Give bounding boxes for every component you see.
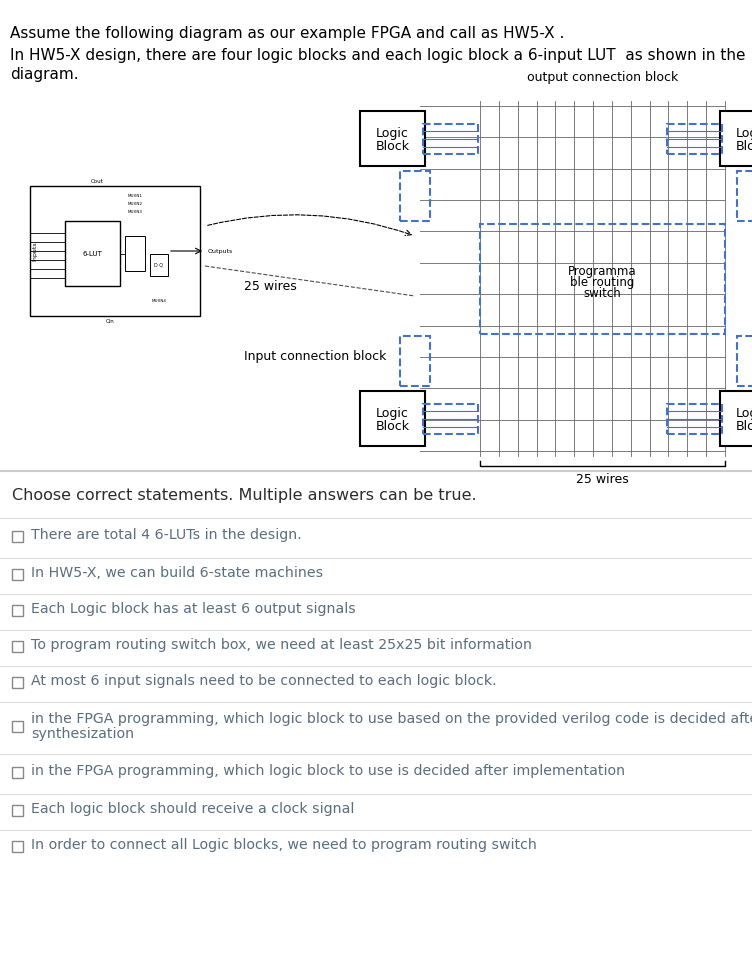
Text: Block: Block (735, 140, 752, 153)
Bar (667, 404, 722, 434)
Bar (737, 336, 752, 386)
Text: Choose correct statements. Multiple answers can be true.: Choose correct statements. Multiple answ… (12, 488, 477, 503)
Bar (12, 641, 23, 651)
Text: Logic: Logic (376, 127, 409, 140)
Text: 25 wires: 25 wires (576, 472, 629, 486)
Bar (720, 111, 752, 166)
Text: Assume the following diagram as our example FPGA and call as HW5-X .: Assume the following diagram as our exam… (10, 26, 564, 41)
Text: synthesization: synthesization (31, 727, 134, 741)
Bar (30, 186, 200, 316)
Bar (400, 336, 430, 386)
Text: 6-LUT: 6-LUT (83, 250, 102, 256)
Bar (65, 221, 120, 286)
Text: Cout: Cout (91, 179, 103, 184)
Text: MUXN2: MUXN2 (128, 202, 142, 206)
Text: ble routing: ble routing (570, 275, 635, 289)
Bar (360, 391, 425, 446)
Text: Each Logic block has at least 6 output signals: Each Logic block has at least 6 output s… (31, 602, 356, 616)
Text: D Q: D Q (154, 263, 163, 268)
Bar (12, 840, 23, 852)
Bar (12, 721, 23, 731)
Text: In HW5-X design, there are four logic blocks and each logic block a 6-input LUT : In HW5-X design, there are four logic bl… (10, 48, 745, 63)
Bar (150, 254, 168, 276)
Bar (12, 604, 23, 616)
Text: MUXN1: MUXN1 (128, 194, 142, 198)
Bar (360, 111, 425, 166)
Text: in the FPGA programming, which logic block to use is decided after implementatio: in the FPGA programming, which logic blo… (31, 764, 625, 778)
Bar (12, 805, 23, 815)
Bar (480, 224, 725, 334)
Text: diagram.: diagram. (10, 67, 79, 82)
Bar (667, 124, 722, 154)
Text: Outputs: Outputs (208, 249, 233, 253)
Text: At most 6 input signals need to be connected to each logic block.: At most 6 input signals need to be conne… (31, 674, 496, 688)
Text: Logic: Logic (736, 127, 752, 140)
Bar (737, 171, 752, 221)
Text: Input connection block: Input connection block (244, 350, 387, 362)
Text: Block: Block (735, 420, 752, 433)
Text: Inputs: Inputs (32, 241, 37, 261)
Text: MUXN4: MUXN4 (152, 299, 166, 303)
Text: Block: Block (375, 140, 410, 153)
Bar (125, 236, 145, 271)
Text: in the FPGA programming, which logic block to use based on the provided verilog : in the FPGA programming, which logic blo… (31, 712, 752, 726)
Bar (423, 404, 478, 434)
Bar (400, 171, 430, 221)
Bar (12, 531, 23, 541)
Text: In HW5-X, we can build 6-state machines: In HW5-X, we can build 6-state machines (31, 566, 323, 580)
Bar (12, 569, 23, 579)
Text: Each logic block should receive a clock signal: Each logic block should receive a clock … (31, 802, 354, 816)
Text: MUXN3: MUXN3 (128, 210, 142, 214)
Text: output connection block: output connection block (527, 71, 678, 84)
Bar (423, 124, 478, 154)
Text: In order to connect all Logic blocks, we need to program routing switch: In order to connect all Logic blocks, we… (31, 838, 537, 852)
Text: Programma: Programma (569, 265, 637, 277)
Text: There are total 4 6-LUTs in the design.: There are total 4 6-LUTs in the design. (31, 528, 302, 542)
Text: Block: Block (375, 420, 410, 433)
Bar (720, 391, 752, 446)
Text: Cin: Cin (105, 319, 114, 324)
Text: To program routing switch box, we need at least 25x25 bit information: To program routing switch box, we need a… (31, 638, 532, 652)
Text: Logic: Logic (736, 407, 752, 420)
Bar (12, 767, 23, 777)
Text: 25 wires: 25 wires (244, 279, 296, 293)
Text: switch: switch (584, 287, 621, 299)
Text: Logic: Logic (376, 407, 409, 420)
Bar (12, 677, 23, 687)
